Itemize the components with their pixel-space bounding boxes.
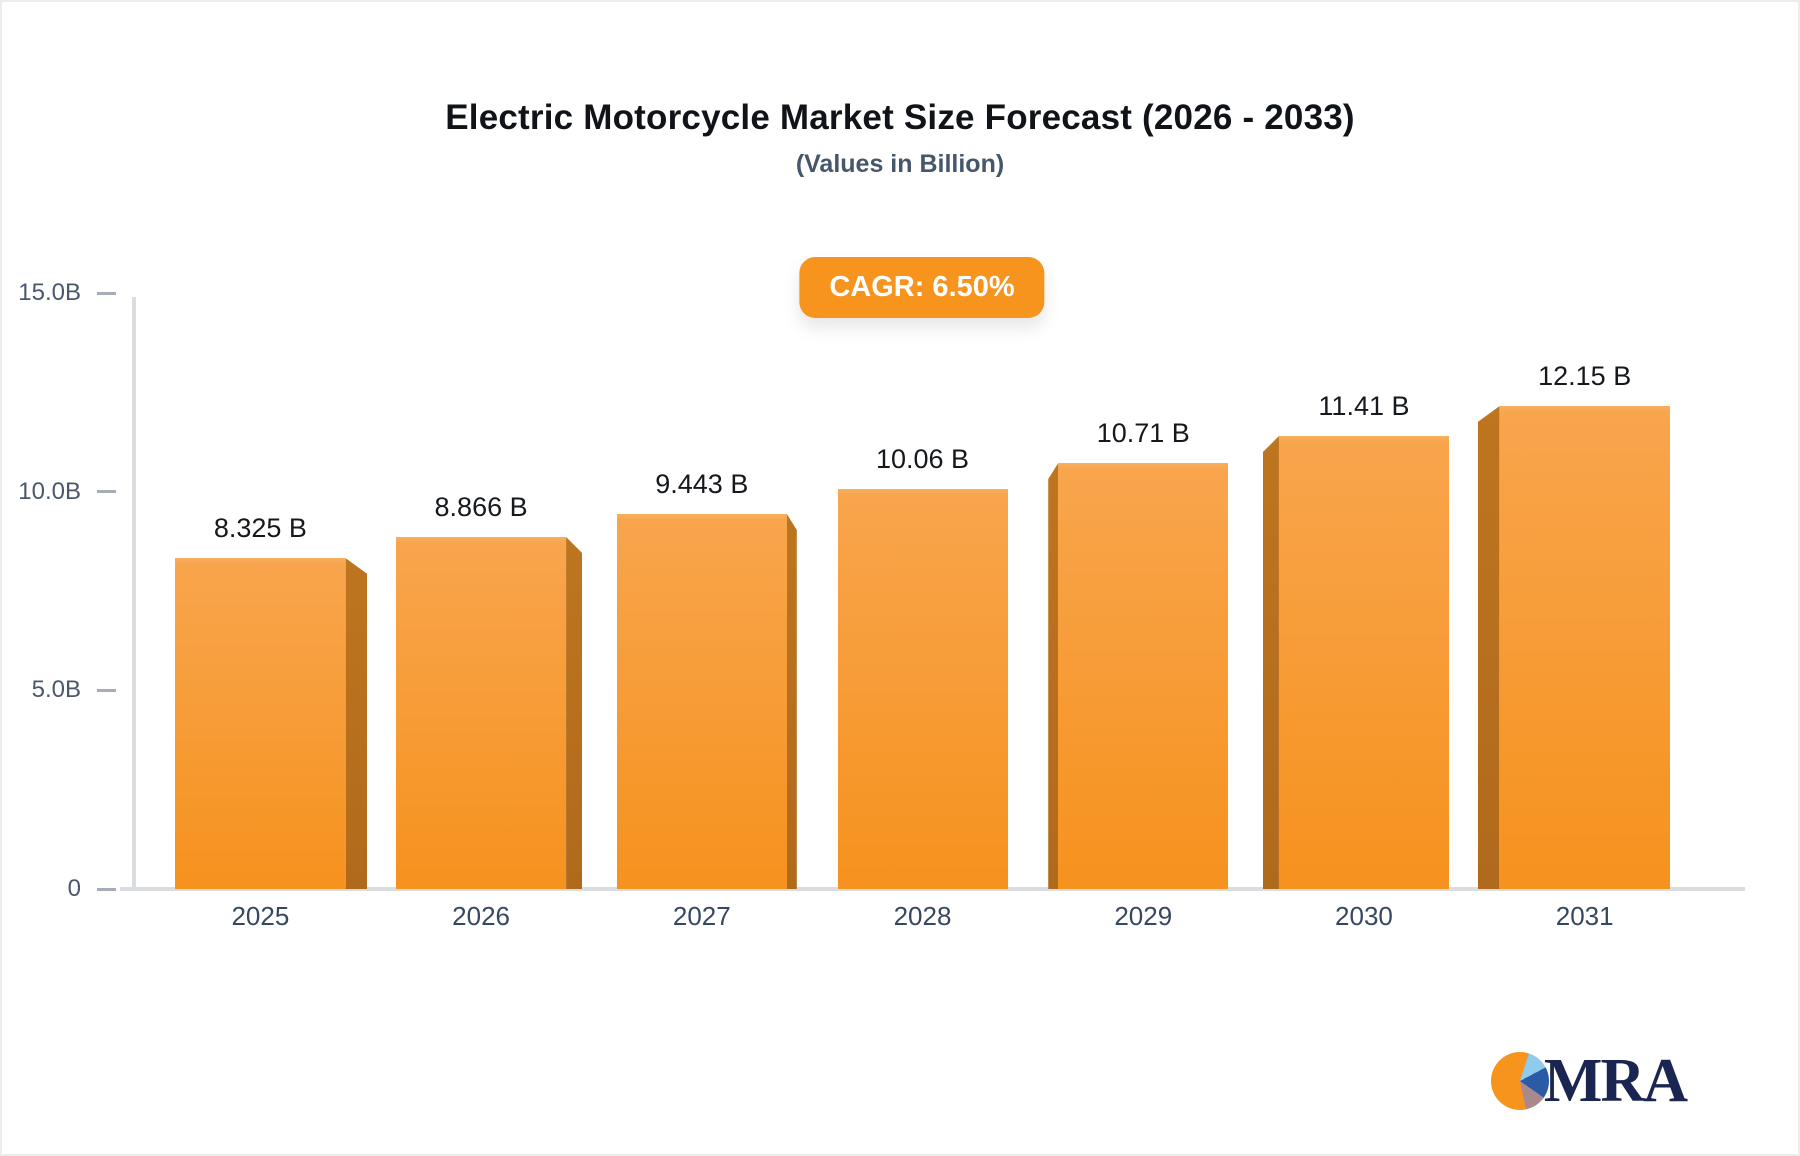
y-tick-mark (97, 490, 116, 494)
bar-side-shadow (1048, 463, 1059, 889)
x-tick-label: 2031 (1555, 901, 1614, 931)
bar-value-label: 11.41 B (1318, 391, 1410, 421)
bar-3d (1262, 436, 1449, 889)
bar-group: 12.15 B (1474, 293, 1695, 889)
y-tick: 15.0B (18, 279, 116, 307)
mra-logo: MRA (1490, 1047, 1688, 1115)
bar-3d (837, 489, 1008, 889)
y-axis-line (132, 297, 136, 889)
bar (175, 558, 346, 889)
bar-value-label: 10.06 B (875, 444, 970, 474)
bar-value-label: 8.866 B (434, 492, 528, 522)
bar-side-shadow (786, 514, 797, 889)
bar-value-label: 10.71 B (1096, 418, 1190, 448)
bar-value-label: 9.443 B (655, 469, 749, 499)
bar-group: 11.41 B (1254, 293, 1475, 889)
x-axis-baseline (120, 887, 1745, 891)
x-tick-label: 2030 (1335, 901, 1393, 931)
y-tick-label: 15.0B (18, 279, 81, 306)
chart-subtitle: (Values in Billion) (795, 150, 1005, 178)
y-tick: 10.0B (18, 478, 116, 506)
mra-logo-text: MRA (1543, 1047, 1688, 1115)
mra-logo-pie-icon (1490, 1052, 1549, 1110)
y-tick-mark (97, 291, 116, 295)
bar-group: 10.06 B (812, 293, 1033, 889)
bar-side-shadow (1477, 406, 1500, 889)
bar-side-shadow (1262, 436, 1279, 889)
cagr-badge: CAGR: 6.50% (799, 257, 1045, 318)
bar-side-shadow (345, 558, 368, 889)
x-tick-label: 2028 (893, 901, 952, 931)
bar (396, 537, 567, 889)
x-tick-label: 2027 (672, 901, 731, 931)
bar-3d (175, 558, 368, 889)
bar (1499, 406, 1670, 889)
bar-3d (1048, 463, 1229, 889)
bar-group: 9.443 B (591, 293, 812, 889)
x-tick-label: 2026 (452, 901, 510, 931)
chart-title: Electric Motorcycle Market Size Forecast… (445, 98, 1355, 137)
bar-side-shadow (566, 537, 583, 889)
bar-3d (616, 514, 797, 889)
y-tick-label: 5.0B (31, 676, 81, 704)
bar (1058, 463, 1229, 889)
bar-group: 8.866 B (371, 293, 592, 889)
bar-value-label: 12.15 B (1538, 361, 1632, 391)
bar-3d (396, 537, 583, 889)
y-tick-label: 10.0B (18, 477, 81, 505)
bar (837, 489, 1008, 889)
bar-value-label: 8.325 B (213, 513, 307, 543)
y-tick-mark (97, 688, 116, 692)
plot-area: 0 5.0B 10.0B 15.0B 8.325 B 8.866 B 9.443 B 10.… (18, 279, 1745, 931)
bar (1278, 436, 1449, 889)
bars-row: 8.325 B 8.866 B 9.443 B 10.06 B 10.71 B 11.41… (150, 293, 1695, 889)
bar-group: 10.71 B (1033, 293, 1254, 889)
x-axis-labels: 2025 2026 2027 2028 2029 2030 2031 (150, 901, 1695, 932)
x-tick-label: 2029 (1114, 901, 1173, 931)
bar-3d (1477, 406, 1670, 889)
bar-group: 8.325 B (150, 293, 371, 889)
y-tick-label: 0 (67, 875, 81, 902)
y-tick: 0 (68, 875, 116, 903)
x-tick-label: 2025 (231, 901, 290, 931)
y-tick: 5.0B (32, 676, 116, 704)
bar (616, 514, 787, 889)
y-tick-mark (97, 887, 116, 891)
